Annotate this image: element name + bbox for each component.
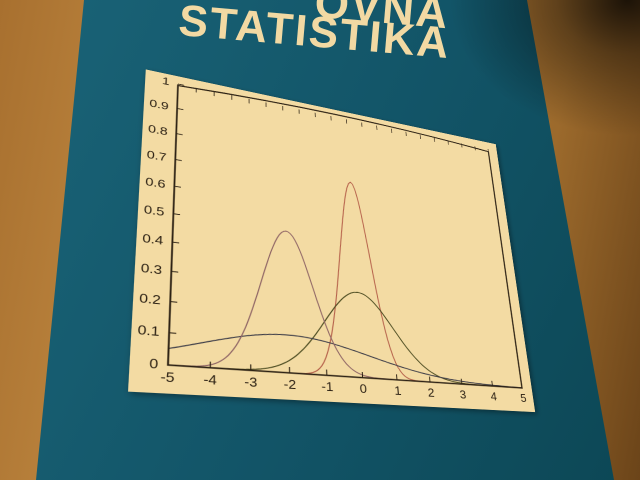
svg-text:1: 1 bbox=[394, 384, 402, 398]
svg-text:0: 0 bbox=[359, 382, 367, 396]
svg-text:0.1: 0.1 bbox=[137, 323, 160, 339]
svg-text:1: 1 bbox=[162, 75, 170, 88]
svg-text:0.3: 0.3 bbox=[140, 261, 162, 277]
svg-text:-1: -1 bbox=[321, 379, 334, 394]
svg-text:-3: -3 bbox=[244, 375, 257, 390]
svg-text:0.4: 0.4 bbox=[142, 231, 164, 247]
svg-text:2: 2 bbox=[427, 386, 435, 400]
svg-text:0: 0 bbox=[149, 356, 159, 372]
svg-text:-2: -2 bbox=[284, 377, 297, 392]
svg-text:-4: -4 bbox=[203, 372, 217, 388]
svg-text:0.5: 0.5 bbox=[143, 203, 164, 219]
svg-text:0.2: 0.2 bbox=[139, 291, 161, 307]
svg-text:-5: -5 bbox=[160, 369, 175, 385]
